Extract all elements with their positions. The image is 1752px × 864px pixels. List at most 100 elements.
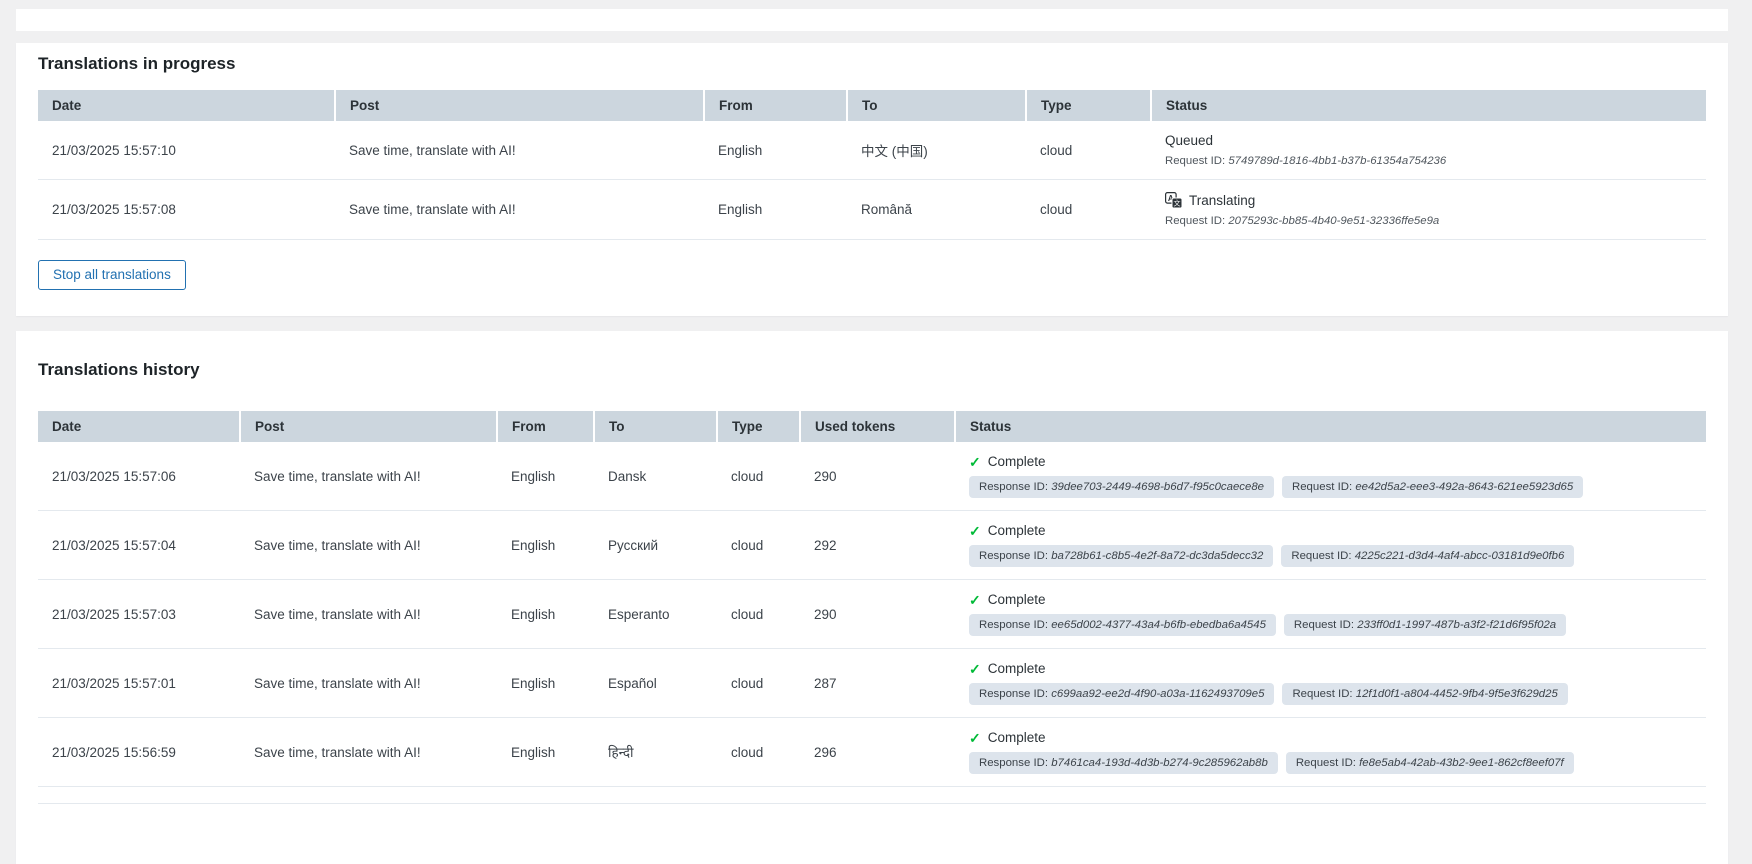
response-id-value: b7461ca4-193d-4d3b-b274-9c285962ab8b [1051, 757, 1268, 769]
table-row: 21/03/2025 15:57:01 Save time, translate… [38, 648, 1706, 718]
cell-to: 中文 (中国) [847, 121, 1026, 180]
request-id-value: ee42d5a2-eee3-492a-8643-621ee5923d65 [1355, 481, 1574, 493]
panel-title-history: Translations history [38, 360, 200, 379]
cell-from: English [497, 510, 594, 580]
cell-to: Русский [594, 510, 717, 580]
status-label: Complete [987, 454, 1046, 469]
cell-used-tokens: 292 [800, 510, 955, 580]
table-row: 21/03/2025 15:57:03 Save time, translate… [38, 579, 1706, 649]
column-header-status: Status [955, 411, 1706, 442]
response-id-badge: Response ID: b7461ca4-193d-4d3b-b274-9c2… [969, 752, 1278, 774]
cell-type: cloud [717, 510, 800, 580]
request-id-value: fe8e5ab4-42ab-43b2-9ee1-862cf8eef07f [1359, 757, 1564, 769]
column-header-from: From [497, 411, 595, 442]
table-bottom-divider [38, 787, 1706, 804]
request-id-badge: Request ID: ee42d5a2-eee3-492a-8643-621e… [1282, 476, 1584, 498]
cell-date: 21/03/2025 15:57:03 [38, 579, 240, 649]
table-header-row: Date Post From To Type Status [38, 90, 1706, 121]
cell-type: cloud [717, 579, 800, 649]
response-id-label: Response ID: [979, 688, 1049, 700]
cell-date: 21/03/2025 15:57:01 [38, 648, 240, 718]
cell-used-tokens: 290 [800, 579, 955, 649]
id-badges: Response ID: ee65d002-4377-43a4-b6fb-ebe… [969, 614, 1692, 636]
cell-date: 21/03/2025 15:57:04 [38, 510, 240, 580]
status-text: A 文 Translating [1165, 192, 1692, 208]
column-header-type: Type [1026, 90, 1152, 121]
cell-post: Save time, translate with AI! [335, 179, 704, 240]
request-id-badge: Request ID: 4225c221-d3d4-4af4-abcc-0318… [1281, 545, 1575, 567]
check-icon: ✓ [969, 453, 981, 470]
column-header-to: To [847, 90, 1027, 121]
status-label: Complete [987, 661, 1046, 676]
cell-type: cloud [717, 648, 800, 718]
column-header-from: From [704, 90, 848, 121]
request-id-value: 4225c221-d3d4-4af4-abcc-03181d9e0fb6 [1354, 550, 1565, 562]
response-id-value: 39dee703-2449-4698-b6d7-f95c0caece8e [1051, 481, 1264, 493]
request-id-label: Request ID: [1292, 688, 1353, 700]
panel-title-in-progress: Translations in progress [38, 54, 236, 73]
id-badges: Response ID: c699aa92-ee2d-4f90-a03a-116… [969, 683, 1692, 705]
request-id-label: Request ID: [1291, 550, 1352, 562]
status-text: ✓ Complete [969, 730, 1692, 745]
top-bar [16, 9, 1728, 31]
request-id-value: 2075293c-bb85-4b40-9e51-32336ffe5e9a [1228, 215, 1440, 227]
cell-post: Save time, translate with AI! [240, 579, 497, 649]
cell-from: English [497, 717, 594, 787]
status-label: Translating [1189, 192, 1256, 208]
cell-from: English [497, 579, 594, 649]
cell-date: 21/03/2025 15:57:06 [38, 442, 240, 511]
cell-used-tokens: 296 [800, 717, 955, 787]
cell-from: English [497, 648, 594, 718]
column-header-post: Post [240, 411, 498, 442]
column-header-status: Status [1151, 90, 1706, 121]
request-id-label: Request ID: [1295, 757, 1356, 769]
cell-to: हिन्दी [594, 717, 717, 787]
table-header-row: Date Post From To Type Used tokens Statu… [38, 411, 1706, 442]
check-icon: ✓ [969, 591, 981, 608]
translate-icon: A 文 [1165, 192, 1182, 208]
response-id-value: c699aa92-ee2d-4f90-a03a-1162493709e5 [1051, 688, 1265, 700]
cell-status: ✓ Complete Response ID: b7461ca4-193d-4d… [955, 717, 1706, 787]
cell-status: ✓ Complete Response ID: ee65d002-4377-43… [955, 579, 1706, 649]
translations-history-panel: Translations history Date Post From To T… [16, 331, 1728, 864]
id-badges: Response ID: 39dee703-2449-4698-b6d7-f95… [969, 476, 1692, 498]
response-id-value: ba728b61-c8b5-4e2f-8a72-dc3da5decc32 [1051, 550, 1264, 562]
response-id-badge: Response ID: ee65d002-4377-43a4-b6fb-ebe… [969, 614, 1276, 636]
cell-status: ✓ Complete Response ID: 39dee703-2449-46… [955, 442, 1706, 511]
cell-type: cloud [1026, 121, 1151, 180]
response-id-badge: Response ID: 39dee703-2449-4698-b6d7-f95… [969, 476, 1274, 498]
cell-date: 21/03/2025 15:57:08 [38, 179, 335, 240]
cell-type: cloud [717, 717, 800, 787]
column-header-used-tokens: Used tokens [800, 411, 956, 442]
column-header-date: Date [38, 90, 336, 121]
cell-status: A 文 Translating Request ID: 2075293c-bb8… [1151, 179, 1706, 240]
cell-from: English [497, 442, 594, 511]
cell-to: Dansk [594, 442, 717, 511]
check-icon: ✓ [969, 522, 981, 539]
status-text: ✓ Complete [969, 523, 1692, 538]
cell-date: 21/03/2025 15:56:59 [38, 717, 240, 787]
status-label: Queued [1165, 133, 1214, 148]
stop-all-translations-button[interactable]: Stop all translations [38, 260, 186, 290]
table-row: 21/03/2025 15:57:08 Save time, translate… [38, 179, 1706, 240]
check-icon: ✓ [969, 660, 981, 677]
response-id-value: ee65d002-4377-43a4-b6fb-ebedba6a4545 [1051, 619, 1266, 631]
request-id-line: Request ID: 5749789d-1816-4bb1-b37b-6135… [1165, 155, 1692, 167]
response-id-label: Response ID: [979, 619, 1049, 631]
response-id-label: Response ID: [979, 481, 1049, 493]
cell-post: Save time, translate with AI! [240, 442, 497, 511]
column-header-type: Type [717, 411, 801, 442]
column-header-to: To [594, 411, 718, 442]
cell-to: Español [594, 648, 717, 718]
status-text: ✓ Complete [969, 661, 1692, 676]
cell-type: cloud [717, 442, 800, 511]
column-header-date: Date [38, 411, 241, 442]
response-id-label: Response ID: [979, 550, 1049, 562]
response-id-badge: Response ID: c699aa92-ee2d-4f90-a03a-116… [969, 683, 1275, 705]
request-id-line: Request ID: 2075293c-bb85-4b40-9e51-3233… [1165, 215, 1692, 227]
cell-post: Save time, translate with AI! [240, 510, 497, 580]
request-id-label: Request ID: [1292, 481, 1353, 493]
id-badges: Response ID: b7461ca4-193d-4d3b-b274-9c2… [969, 752, 1692, 774]
cell-type: cloud [1026, 179, 1151, 240]
table-row: 21/03/2025 15:56:59 Save time, translate… [38, 717, 1706, 787]
